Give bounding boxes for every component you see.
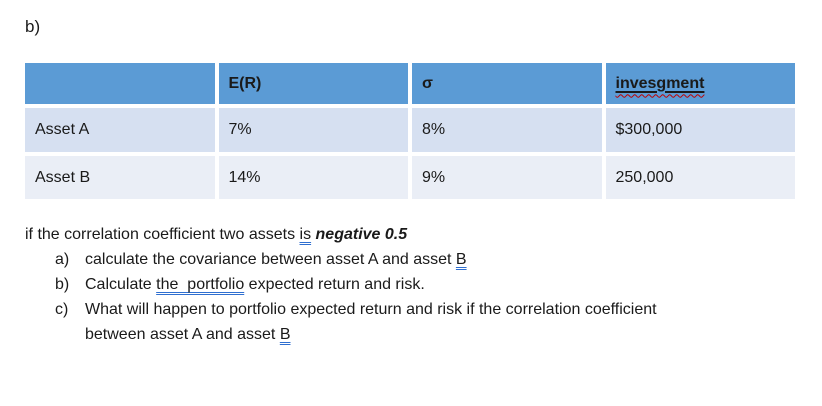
- question-intro-emphasis: negative 0.5: [315, 226, 408, 243]
- question-item-a-prefix: calculate the covariance between asset A…: [85, 251, 456, 268]
- question-item-b: b) Calculate the portfolio expected retu…: [25, 272, 795, 297]
- question-item-c-text: What will happen to portfolio expected r…: [85, 297, 795, 347]
- table-row-asset-a-name: Asset A: [25, 108, 215, 152]
- asset-a-label: Asset A: [35, 121, 90, 138]
- section-label: b): [25, 17, 41, 36]
- table-header-investment: invesgment: [605, 63, 795, 104]
- question-item-c-line2: between asset A and asset B: [85, 322, 795, 347]
- grammar-flagged-word: B: [279, 326, 291, 343]
- table-row-asset-b-er: 14%: [218, 156, 408, 199]
- question-item-b-marker: b): [55, 276, 70, 293]
- asset-a-er-value: 7%: [228, 121, 252, 138]
- grammar-flagged-word: is: [299, 226, 312, 243]
- question-block: if the correlation coefficient two asset…: [25, 222, 795, 347]
- question-intro: if the correlation coefficient two asset…: [25, 222, 795, 247]
- table-row-asset-a-er: 7%: [218, 108, 408, 152]
- question-item-b-prefix: Calculate: [85, 276, 157, 293]
- table-header-blank: [25, 63, 215, 104]
- question-item-b-suffix: expected return and risk.: [244, 276, 425, 293]
- grammar-flagged-word: B: [455, 251, 467, 268]
- question-item-c-marker: c): [55, 301, 69, 318]
- table-header-sigma: σ: [412, 63, 602, 104]
- asset-a-investment-value: $300,000: [615, 121, 683, 138]
- table-row-asset-b-sigma: 9%: [412, 156, 602, 199]
- table-header-expected-return: E(R): [218, 63, 408, 104]
- question-intro-prefix: if the correlation coefficient two asset…: [25, 226, 300, 243]
- grammar-flagged-phrase: the portfolio: [156, 276, 245, 293]
- table-row-asset-a-investment: $300,000: [605, 108, 795, 152]
- asset-b-label: Asset B: [35, 168, 91, 186]
- question-item-c: c) What will happen to portfolio expecte…: [25, 297, 795, 347]
- asset-a-sigma-value: 8%: [422, 121, 446, 138]
- table-header-investment-text: invesgment: [615, 74, 705, 92]
- asset-b-er-value: 14%: [228, 168, 261, 186]
- table-header-sigma-text: σ: [422, 74, 433, 92]
- question-item-b-text: Calculate the portfolio expected return …: [85, 272, 795, 297]
- table-row-asset-a-sigma: 8%: [412, 108, 602, 152]
- question-item-c-line2-prefix: between asset A and asset: [85, 326, 280, 343]
- asset-b-sigma-value: 9%: [422, 168, 446, 186]
- table-row-asset-b-name: Asset B: [25, 156, 215, 199]
- question-item-a: a) calculate the covariance between asse…: [25, 247, 795, 272]
- asset-table: E(R) σ invesgment Asset A 7% 8% $300,000…: [25, 63, 795, 199]
- asset-b-investment-value: 250,000: [615, 168, 674, 186]
- misspelled-word-underline: invesgment: [616, 75, 705, 93]
- table-header-expected-return-text: E(R): [228, 74, 262, 92]
- question-item-a-marker: a): [55, 251, 70, 268]
- question-item-a-text: calculate the covariance between asset A…: [85, 247, 795, 272]
- table-row-asset-b-investment: 250,000: [605, 156, 795, 199]
- question-item-c-line1: What will happen to portfolio expected r…: [85, 301, 657, 318]
